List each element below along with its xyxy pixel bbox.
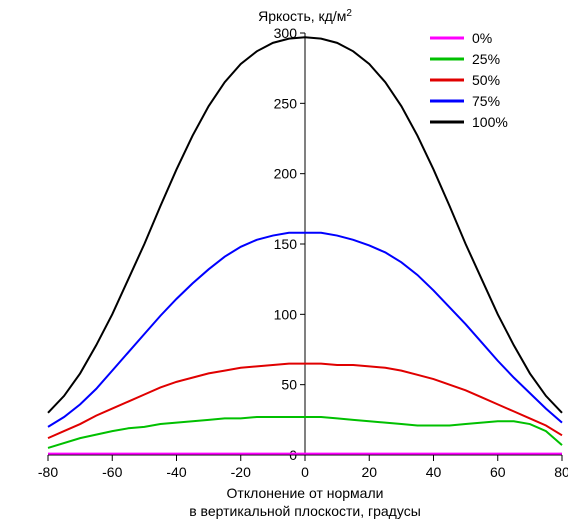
x-tick-label: 80 [554, 464, 568, 480]
x-tick-label: -80 [38, 464, 58, 480]
x-tick-label: 20 [361, 464, 377, 480]
y-tick-label: 200 [274, 166, 298, 182]
legend-label: 100% [472, 114, 508, 130]
y-tick-label: 150 [274, 236, 298, 252]
y-tick-label: 250 [274, 95, 298, 111]
y-tick-label: 50 [281, 377, 297, 393]
x-tick-label: 0 [301, 464, 309, 480]
y-tick-label: 0 [289, 447, 297, 463]
legend-label: 50% [472, 72, 500, 88]
x-tick-label: 60 [490, 464, 506, 480]
x-tick-label: -40 [166, 464, 186, 480]
y-tick-label: 100 [274, 306, 298, 322]
x-tick-label: -20 [231, 464, 251, 480]
y-axis-label: Яркость, кд/м2 [258, 8, 352, 25]
x-axis-label: Отклонение от нормали [227, 485, 384, 501]
legend-label: 25% [472, 51, 500, 67]
legend-label: 75% [472, 93, 500, 109]
x-tick-label: -60 [102, 464, 122, 480]
x-tick-label: 40 [426, 464, 442, 480]
x-axis-label-2: в вертикальной плоскости, градусы [189, 503, 421, 519]
legend-label: 0% [472, 30, 492, 46]
brightness-vs-angle-chart: -80 -60 -40 -20 0 20 40 60 80 Отклонение от норма… [0, 0, 568, 521]
